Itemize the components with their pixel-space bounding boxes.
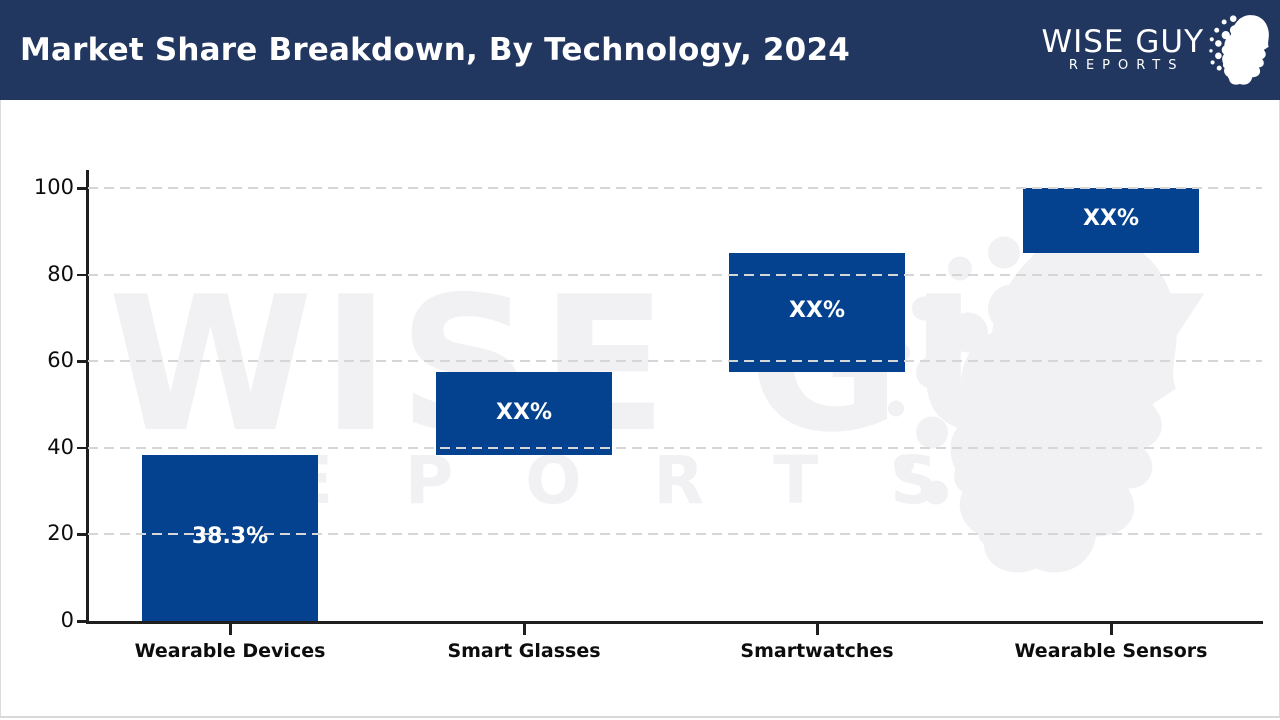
y-axis-tick-label-20: 20: [47, 521, 74, 546]
x-axis-category-label-smartwatches: Smartwatches: [740, 640, 894, 662]
x-axis-tick-wearable-sensors: [1110, 624, 1113, 635]
bar-value-label-wearable-sensors: XX%: [1083, 206, 1139, 232]
gridline-40: [88, 446, 1262, 449]
chart-title: Market Share Breakdown, By Technology, 2…: [20, 32, 850, 68]
y-axis-tick-label-100: 100: [33, 175, 74, 199]
y-axis-tick-label-60: 60: [47, 348, 74, 373]
y-axis-tick-60: [77, 360, 86, 363]
gridline-20: [88, 533, 1262, 536]
y-axis-tick-80: [77, 273, 86, 277]
bar-smartwatches: [729, 252, 905, 372]
y-axis-tick-40: [77, 446, 86, 450]
x-axis-category-label-wearable-sensors: Wearable Sensors: [1014, 640, 1208, 662]
gridline-80: [88, 273, 1262, 276]
header-band: Market Share Breakdown, By Technology, 2…: [0, 0, 1280, 100]
y-axis-tick-0: [77, 620, 86, 623]
y-axis-tick-100: [77, 187, 86, 190]
x-axis-tick-smart-glasses: [523, 624, 526, 635]
x-axis-category-label-smart-glasses: Smart Glasses: [447, 640, 601, 662]
bar-wearable-devices: [142, 455, 318, 621]
x-axis-category-label-wearable-devices: Wearable Devices: [134, 640, 326, 662]
bar-value-label-smart-glasses: XX%: [496, 399, 552, 425]
gridline-100: [88, 187, 1262, 189]
y-axis-tick-20: [77, 533, 86, 536]
gridline-60: [88, 360, 1262, 363]
bar-smart-glasses: [436, 372, 612, 456]
bar-value-label-wearable-devices: 38.3%: [191, 524, 269, 550]
logo-text: WISE GUY REPORTS: [1041, 26, 1204, 74]
y-axis-line: [86, 170, 89, 624]
bar-value-label-smartwatches: XX%: [789, 298, 845, 324]
y-axis-tick-label-0: 0: [60, 608, 74, 632]
logo-head-icon: [1209, 15, 1269, 85]
x-axis-tick-smartwatches: [816, 624, 819, 635]
x-axis-line: [86, 621, 1263, 624]
x-axis-tick-wearable-devices: [229, 624, 232, 635]
logo-reports-label: REPORTS: [1068, 58, 1185, 74]
logo-wiseguy-label: WISE GUY: [1041, 23, 1204, 60]
y-axis-tick-label-80: 80: [47, 261, 74, 286]
wise-guy-reports-logo: WISE GUY REPORTS: [1041, 11, 1280, 89]
y-axis-tick-label-40: 40: [47, 434, 74, 459]
